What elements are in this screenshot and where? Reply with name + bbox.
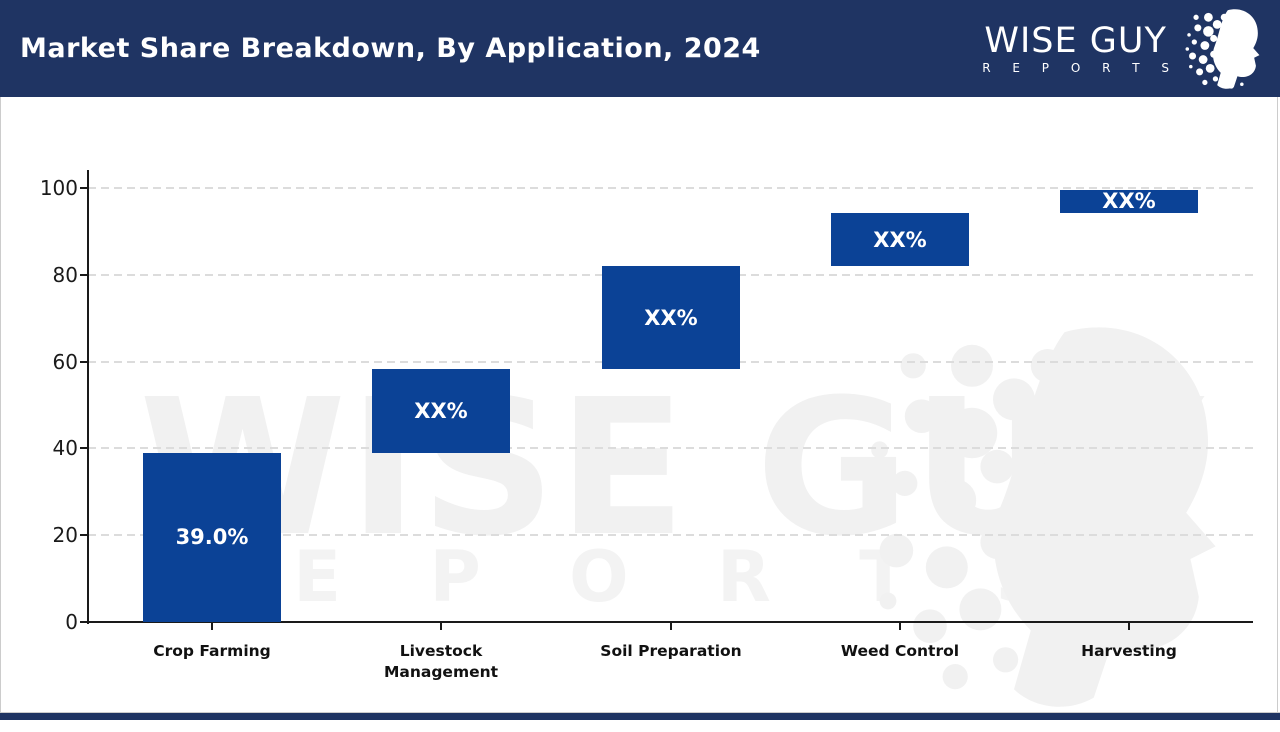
page-title: Market Share Breakdown, By Application, … xyxy=(20,33,761,64)
y-tick-label: 40 xyxy=(52,436,78,461)
waterfall-bar: XX% xyxy=(1060,189,1198,214)
bar-value-label: XX% xyxy=(414,398,468,423)
y-tick-label: 20 xyxy=(52,523,78,548)
waterfall-bar: XX% xyxy=(372,368,510,453)
y-tick-label: 80 xyxy=(52,262,78,287)
brand-subname: R E P O R T S xyxy=(982,60,1178,75)
x-category-label: Soil Preparation xyxy=(600,642,742,660)
y-gridline xyxy=(88,187,1253,189)
waterfall-bar: XX% xyxy=(831,213,969,267)
x-category-label: Weed Control xyxy=(840,642,960,660)
x-tick-mark xyxy=(1128,623,1130,630)
brand-logo-text: WISE GUY R E P O R T S xyxy=(973,23,1178,75)
bar-value-label: XX% xyxy=(873,227,927,252)
y-tick-mark xyxy=(80,273,88,276)
footer-bar xyxy=(0,713,1280,720)
y-tick-mark xyxy=(80,360,88,363)
x-category-label: Crop Farming xyxy=(153,642,271,660)
y-tick-label: 0 xyxy=(65,610,78,634)
x-axis-line xyxy=(87,621,1253,623)
x-tick-mark xyxy=(211,623,213,630)
y-tick-mark xyxy=(80,621,88,623)
bar-value-label: XX% xyxy=(1102,189,1156,214)
x-tick-mark xyxy=(899,623,901,630)
y-tick-mark xyxy=(80,534,88,537)
brand-logo: WISE GUY R E P O R T S xyxy=(973,5,1280,93)
y-tick-label: 60 xyxy=(52,349,78,374)
y-gridline xyxy=(88,534,1253,537)
x-category-label: Livestock Management xyxy=(383,642,499,681)
waterfall-bar: XX% xyxy=(602,266,740,369)
y-tick-mark xyxy=(80,187,88,189)
waterfall-bar: 39.0% xyxy=(143,452,281,622)
y-tick-mark xyxy=(80,447,88,450)
bar-value-label: XX% xyxy=(644,305,698,330)
brand-name: WISE GUY xyxy=(984,20,1167,61)
bottom-divider xyxy=(0,712,1280,713)
y-axis-line xyxy=(87,170,89,624)
head-profile-icon xyxy=(1185,8,1260,89)
bar-value-label: 39.0% xyxy=(175,525,249,550)
x-tick-mark xyxy=(670,623,672,630)
header-bar: Market Share Breakdown, By Application, … xyxy=(0,0,1280,97)
x-tick-mark xyxy=(440,623,442,630)
y-gridline xyxy=(88,447,1253,450)
x-category-label: Harvesting xyxy=(1081,642,1177,660)
y-tick-label: 100 xyxy=(39,176,78,200)
